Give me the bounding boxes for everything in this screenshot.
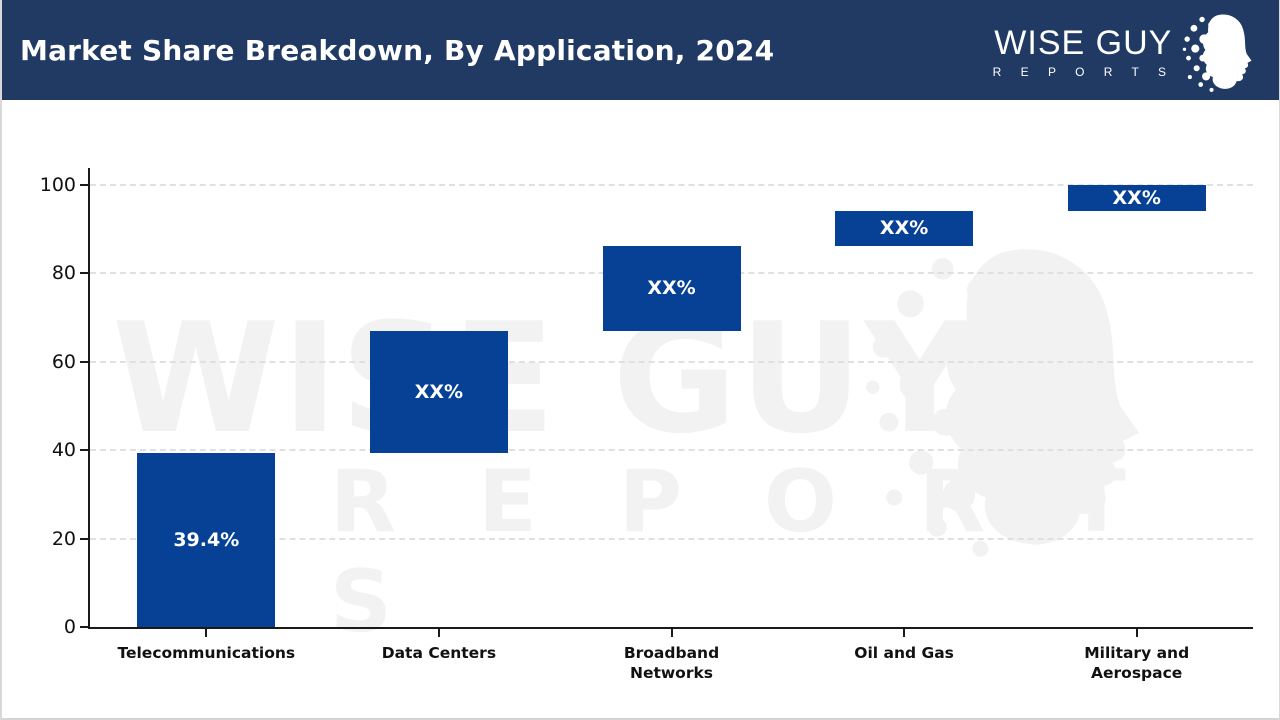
brand-text: WISE GUY R E P O R T S: [993, 24, 1174, 79]
y-tick-mark: [80, 449, 88, 452]
bar-value-label: XX%: [1112, 187, 1161, 210]
x-category-label: Broadband Networks: [623, 644, 720, 683]
watermark-text-1: WISE GUY: [112, 290, 977, 467]
waterfall-bar-3: [602, 245, 741, 331]
x-tick-mark: [1135, 629, 1138, 637]
y-tick-label: 20: [51, 527, 76, 550]
x-axis-line: [88, 627, 1253, 629]
brand-subtitle: R E P O R T S: [992, 65, 1174, 79]
waterfall-bar-5: [1067, 185, 1206, 212]
y-tick-label: 80: [51, 262, 76, 285]
plot-region: 0 20 40 60 80 100 39.4% XX% XX% XX% XX% Telecommuni…: [0, 100, 1280, 720]
y-tick-mark: [80, 360, 88, 363]
bar-value-label: 39.4%: [173, 528, 240, 551]
y-tick-label: 60: [51, 350, 76, 373]
x-category-label: Oil and Gas: [854, 644, 954, 662]
y-tick-label: 100: [39, 174, 76, 196]
gridline: [90, 449, 1253, 452]
y-axis-line: [88, 168, 90, 629]
waterfall-bar-4: [835, 211, 974, 246]
page-title: Market Share Breakdown, By Application, …: [20, 33, 775, 67]
waterfall-bar-1: [137, 452, 276, 627]
x-tick-mark: [437, 629, 440, 637]
x-category-label: Data Centers: [381, 644, 497, 662]
y-tick-mark: [80, 272, 88, 275]
y-tick-mark: [80, 626, 88, 628]
bar-value-label: XX%: [647, 277, 696, 300]
gridline: [90, 360, 1253, 363]
waterfall-bar-2: [369, 330, 508, 453]
bar-value-label: XX%: [414, 380, 464, 403]
gridline: [90, 537, 1253, 540]
x-category-label: Telecommunications: [117, 644, 296, 662]
brand-name: WISE GUY: [994, 24, 1173, 62]
x-tick-mark: [903, 629, 906, 637]
brand-face-icon: [1182, 14, 1252, 92]
x-category-label: Military and Aerospace: [1084, 644, 1190, 683]
x-tick-mark: [205, 629, 208, 637]
y-tick-label: 0: [63, 616, 76, 638]
bar-value-label: XX%: [879, 217, 929, 240]
y-tick-label: 40: [51, 439, 76, 462]
y-tick-mark: [80, 184, 88, 186]
header-bar: Market Share Breakdown, By Application, …: [0, 0, 1280, 100]
x-tick-mark: [670, 629, 673, 637]
gridline: [90, 184, 1253, 186]
y-tick-mark: [80, 537, 88, 540]
chart-area: WISE GUY R E P O R T S 0 20 40 60 80 100 39.4%…: [0, 100, 1280, 720]
brand-logo: WISE GUY R E P O R T S: [993, 8, 1262, 94]
